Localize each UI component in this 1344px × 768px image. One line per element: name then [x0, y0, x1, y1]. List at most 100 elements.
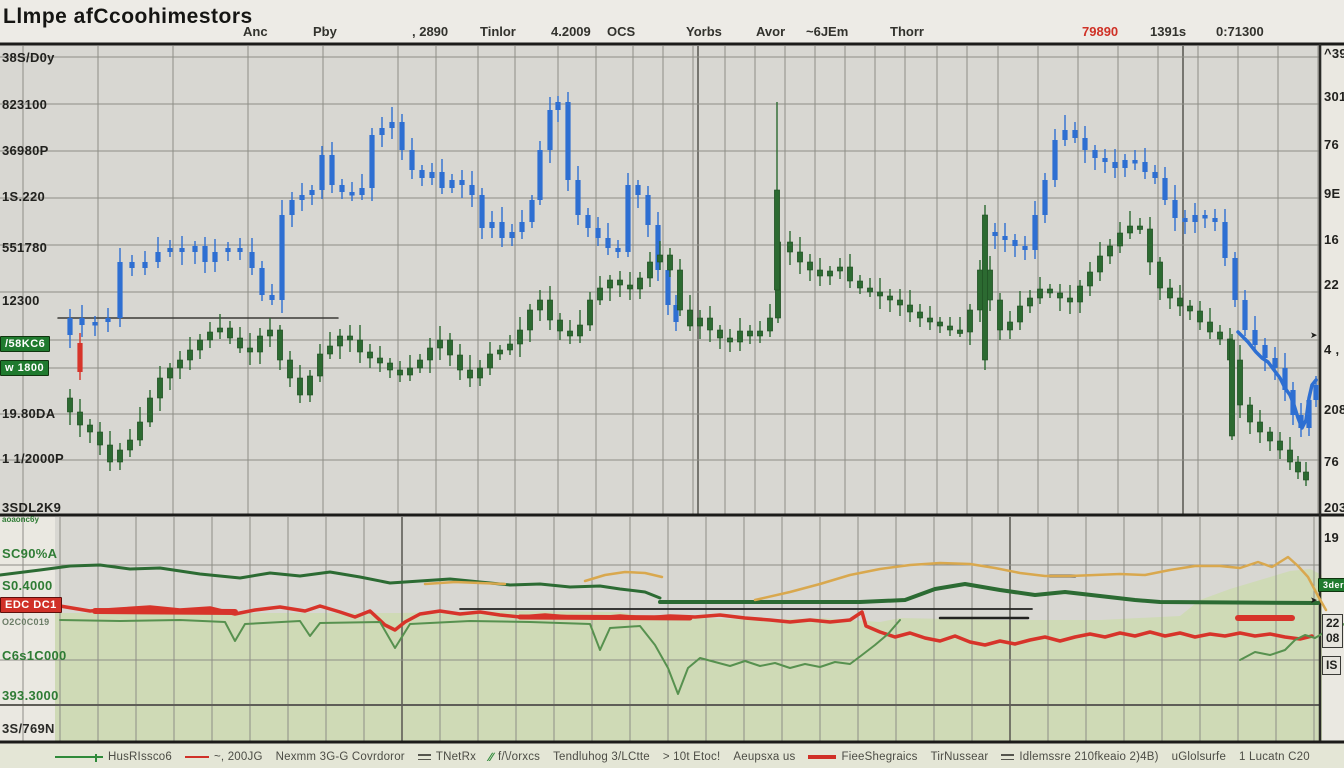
- candle-body: [667, 254, 673, 271]
- right-axis-box: IS: [1322, 656, 1342, 675]
- axis-label-left: 38S/D0y: [2, 50, 55, 65]
- axis-label-left-indicator: 3S/769N: [2, 721, 55, 736]
- candle-body: [847, 266, 853, 282]
- candle-body: [277, 329, 283, 361]
- candle-body: [807, 261, 813, 271]
- candle-body: [79, 318, 85, 325]
- candle-body: [529, 200, 535, 222]
- arrow-marker: ➤: [1310, 330, 1318, 340]
- candle-body: [707, 317, 713, 331]
- axis-label-right: 203: [1324, 500, 1344, 515]
- candle-body: [1212, 218, 1218, 222]
- legend-item: > 10t Etoc!: [663, 751, 721, 763]
- axis-label-right: 4 ,: [1324, 342, 1340, 357]
- legend-item: Idlemssre 210fkeaio 2)4B): [1001, 751, 1158, 763]
- candle-body: [1037, 288, 1043, 299]
- candle-body: [665, 270, 671, 305]
- candle-body: [997, 299, 1003, 331]
- candle-body: [377, 357, 383, 364]
- axis-label-left: 36980P: [2, 143, 49, 158]
- candle-body: [297, 377, 303, 396]
- candle-body: [957, 329, 963, 334]
- candle-body: [117, 262, 123, 318]
- candle-body: [167, 248, 173, 252]
- candle-body: [1197, 310, 1203, 323]
- candle-body: [617, 279, 623, 286]
- candle-body: [187, 349, 193, 361]
- candle-body: [797, 251, 803, 263]
- legend-swatch-dash-icon: [417, 754, 431, 760]
- legend-item: HusRIssco6: [55, 751, 172, 763]
- candle-body: [547, 110, 553, 150]
- legend-swatch-green-line-icon: [55, 754, 103, 762]
- candle-body: [967, 309, 973, 333]
- candle-body: [1237, 359, 1243, 406]
- candle-body: [249, 252, 255, 268]
- candle-body: [212, 252, 218, 262]
- indicator-line-orange-main: [753, 555, 1328, 612]
- candle-body: [437, 339, 443, 349]
- candle-body: [657, 254, 663, 263]
- candle-body: [1087, 271, 1093, 287]
- arrow-marker: ➤: [1310, 595, 1318, 605]
- candle-body: [877, 291, 883, 297]
- candle-body: [1137, 225, 1143, 230]
- candle-body: [1272, 358, 1278, 368]
- axis-label-left: 12300: [2, 293, 40, 308]
- candle-body: [897, 299, 903, 306]
- candle-body: [147, 397, 153, 423]
- candle-body: [1102, 158, 1108, 162]
- title-strip-bg: [0, 0, 1344, 44]
- candle-body: [527, 309, 533, 331]
- candle-body: [907, 304, 913, 313]
- candle-body: [77, 411, 83, 426]
- candle-body: [1303, 471, 1309, 481]
- candle-body: [727, 337, 733, 343]
- axis-label-left: aoaonc6y: [2, 515, 39, 524]
- candle-body: [137, 421, 143, 441]
- legend-swatch-dash-icon: [1001, 754, 1015, 760]
- right-axis-box: 22 08: [1322, 614, 1344, 648]
- candle-body: [647, 261, 653, 279]
- candle-body: [439, 172, 445, 188]
- candle-body: [625, 185, 631, 252]
- candle-body: [767, 317, 773, 332]
- candle-body: [427, 347, 433, 361]
- candle-body: [397, 369, 403, 376]
- candle-body: [499, 222, 505, 238]
- candle-body: [507, 343, 513, 351]
- candle-body: [1187, 305, 1193, 312]
- axis-label-left-indicator: S0.4000: [2, 578, 53, 593]
- candle-body: [449, 180, 455, 188]
- legend-label: Nexmm 3G-G Covrdoror: [275, 751, 405, 763]
- header-label: OCS: [607, 24, 636, 39]
- candle-body: [1252, 330, 1258, 345]
- candle-body: [1295, 461, 1301, 473]
- candle-body: [1277, 440, 1283, 451]
- candle-body: [87, 424, 93, 433]
- header-label: , 2890: [412, 24, 449, 39]
- legend-item: ~, 200JG: [185, 751, 263, 763]
- candle-body: [317, 353, 323, 377]
- candle-body: [1162, 178, 1168, 200]
- legend-label: TNetRx: [435, 751, 477, 763]
- candle-body: [117, 449, 123, 463]
- candle-body: [737, 330, 743, 343]
- candle-body: [587, 299, 593, 326]
- header-label: 4.2009: [551, 24, 591, 39]
- candle-body: [627, 284, 633, 290]
- header-label: ~6JEm: [806, 24, 849, 39]
- candle-body: [867, 287, 873, 293]
- candle-body: [1177, 297, 1183, 307]
- axis-label-right: 301: [1324, 89, 1344, 104]
- candle-body: [105, 318, 111, 322]
- axis-label-left: 1S.220: [2, 189, 46, 204]
- indicator-line-stochastic-green-line: [0, 563, 662, 600]
- candle-body: [937, 321, 943, 327]
- legend-label: TirNussear: [930, 751, 989, 763]
- candle-body: [1217, 331, 1223, 340]
- candle-body: [129, 262, 135, 268]
- candle-body: [1142, 162, 1148, 172]
